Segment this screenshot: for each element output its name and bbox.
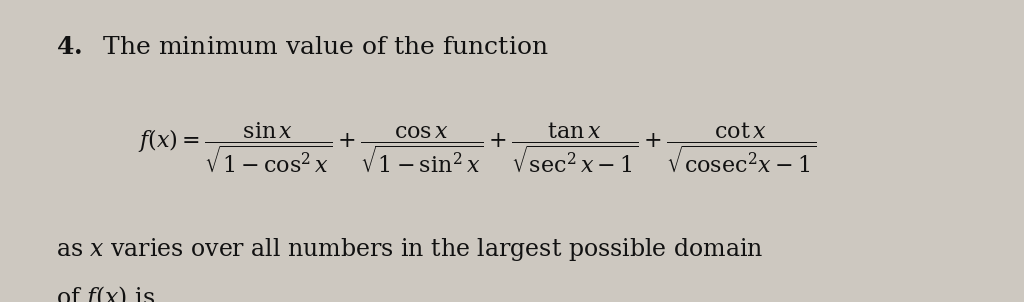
Text: of $f(x)$ is: of $f(x)$ is (56, 284, 156, 302)
Text: $\mathbf{4.}$  The minimum value of the function: $\mathbf{4.}$ The minimum value of the f… (56, 36, 549, 59)
Text: $f(x)=\dfrac{\sin x}{\sqrt{1-\cos^2 x}}+\dfrac{\cos x}{\sqrt{1-\sin^2 x}}+\dfrac: $f(x)=\dfrac{\sin x}{\sqrt{1-\cos^2 x}}+… (138, 121, 816, 175)
Text: as $x$ varies over all numbers in the largest possible domain: as $x$ varies over all numbers in the la… (56, 236, 764, 262)
